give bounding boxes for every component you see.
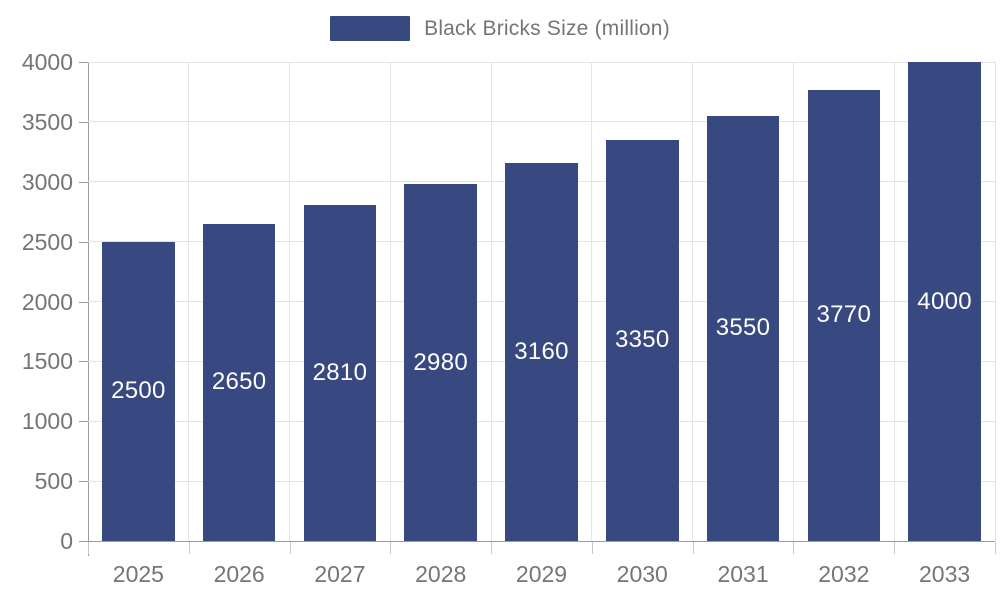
- gridline-horizontal: [88, 61, 995, 63]
- x-tick-mark: [793, 542, 795, 554]
- plot-area: 2500 2650 2810 2980 3160 3350 3550 3770 4000: [88, 61, 996, 541]
- y-tick-label: 0: [60, 528, 73, 554]
- bar: 2810: [303, 204, 377, 541]
- legend: Black Bricks Size (million): [0, 16, 1000, 41]
- gridline-vertical: [994, 62, 996, 541]
- y-tick-label: 2500: [21, 228, 73, 255]
- bar-value-label: 2980: [413, 348, 468, 376]
- x-tick-mark: [491, 542, 493, 554]
- x-tick-label: 2032: [818, 561, 870, 587]
- x-tick-mark: [88, 542, 89, 554]
- bar: 4000: [908, 62, 981, 541]
- y-tick-label: 500: [34, 468, 73, 495]
- gridline-vertical: [289, 62, 291, 541]
- x-tick-mark: [591, 542, 593, 554]
- x-tick-label: 2031: [717, 561, 769, 587]
- x-axis-line: [88, 541, 995, 542]
- bar-value-label: 3550: [715, 314, 771, 342]
- y-tick-mark: [79, 121, 88, 123]
- y-tick-mark: [79, 241, 88, 243]
- x-tick-mark: [692, 542, 694, 554]
- bar: 2650: [202, 223, 276, 541]
- gridline-horizontal: [88, 121, 995, 123]
- y-axis-line: [88, 62, 89, 556]
- gridline-vertical: [792, 62, 794, 541]
- bar: 3350: [605, 139, 679, 541]
- bar: 2500: [102, 241, 175, 541]
- gridline-vertical: [591, 62, 593, 541]
- x-tick-label: 2029: [515, 561, 568, 587]
- y-tick-label: 4000: [21, 49, 73, 75]
- x-tick-mark: [289, 542, 291, 554]
- x-tick-label: 2027: [314, 561, 366, 587]
- gridline-vertical: [188, 62, 190, 541]
- x-tick-label: 2026: [213, 561, 265, 587]
- legend-label: Black Bricks Size (million): [424, 16, 670, 40]
- x-tick-mark: [390, 542, 392, 554]
- gridline-vertical: [490, 62, 492, 541]
- x-tick-label: 2025: [112, 561, 164, 587]
- y-tick-mark: [79, 481, 88, 483]
- bar: 3550: [706, 115, 780, 541]
- y-tick-mark: [79, 301, 88, 303]
- y-tick-label: 3000: [21, 168, 73, 195]
- x-tick-label: 2028: [415, 561, 467, 587]
- bar-value-label: 4000: [917, 287, 972, 315]
- gridline-vertical: [893, 62, 895, 541]
- y-tick-label: 2000: [21, 288, 73, 315]
- y-tick-mark: [79, 181, 88, 183]
- y-tick-mark: [79, 62, 88, 63]
- bar-value-label: 3350: [614, 326, 670, 354]
- y-tick-mark: [79, 421, 88, 423]
- bar-value-label: 3770: [816, 301, 872, 329]
- y-tick-label: 3500: [21, 108, 73, 135]
- legend-item[interactable]: Black Bricks Size (million): [330, 16, 670, 41]
- x-tick-mark: [995, 542, 996, 554]
- bar-value-label: 2500: [111, 377, 166, 405]
- bar: 3770: [807, 89, 881, 541]
- y-tick-mark: [79, 361, 88, 363]
- bar-value-label: 2650: [211, 368, 267, 396]
- y-tick-label: 1000: [21, 408, 73, 435]
- bar: 3160: [505, 162, 578, 541]
- gridline-vertical: [692, 62, 694, 541]
- y-tick-mark: [79, 541, 88, 542]
- gridline-vertical: [389, 62, 391, 541]
- x-tick-label: 2033: [919, 561, 971, 587]
- bar: 2980: [404, 184, 477, 541]
- legend-swatch-icon: [330, 16, 411, 41]
- x-tick-mark: [188, 542, 190, 554]
- y-tick-label: 1500: [21, 348, 73, 375]
- x-tick-label: 2030: [616, 561, 668, 587]
- bar-value-label: 2810: [312, 358, 368, 386]
- bar-value-label: 3160: [514, 337, 569, 365]
- x-tick-mark: [894, 542, 896, 554]
